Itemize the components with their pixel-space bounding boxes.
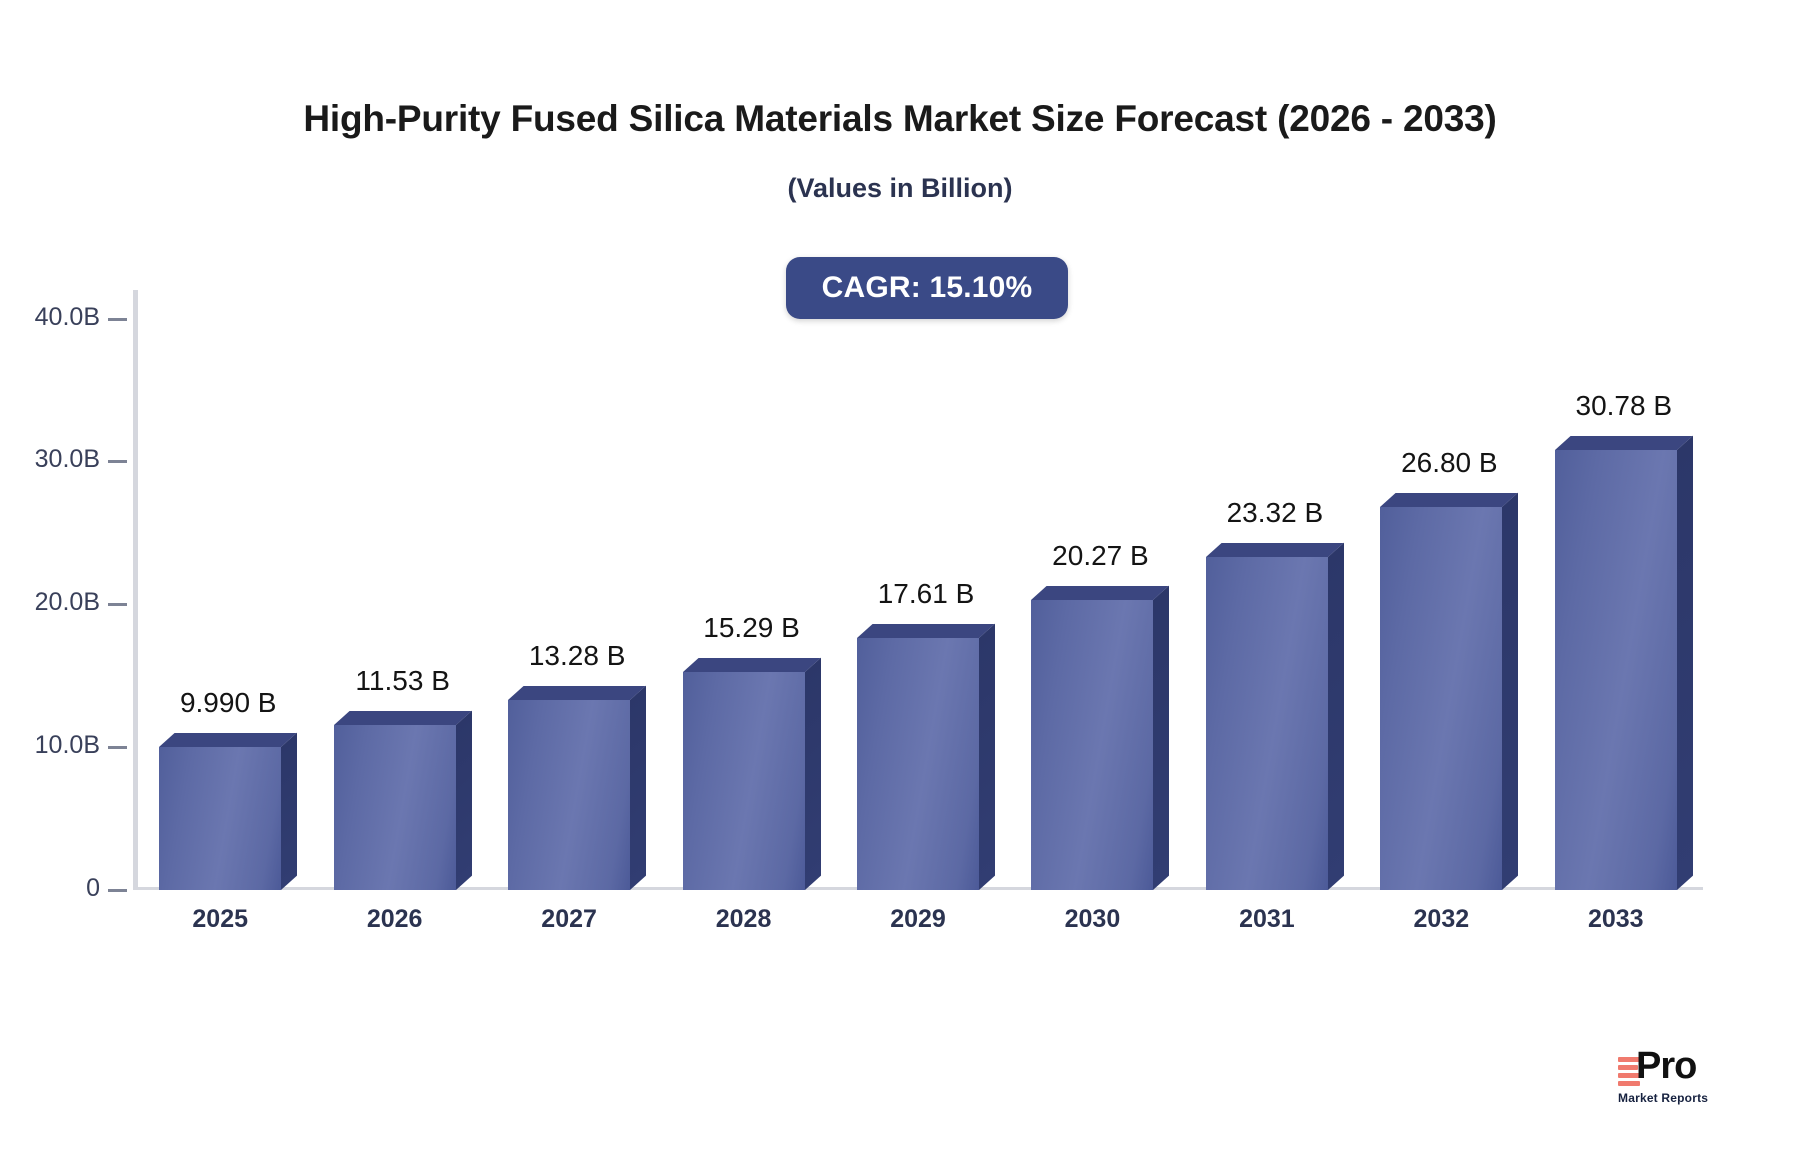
bar[interactable]: [1031, 586, 1170, 890]
bar-value-label: 30.78 B: [1575, 390, 1673, 422]
y-tick-mark: [108, 889, 127, 892]
bar-front-face: [857, 638, 979, 890]
x-tick-label: 2027: [541, 905, 597, 933]
bar-front-face: [682, 671, 805, 890]
bar-top-face: [159, 733, 297, 748]
logo-name: Pro: [1636, 1045, 1697, 1087]
bar[interactable]: [682, 657, 821, 890]
chart-subtitle: (Values in Billion): [787, 173, 1013, 203]
x-tick-label: 2031: [1239, 905, 1295, 933]
bar-front-face: [159, 747, 282, 890]
y-tick-label: 10.0B: [34, 731, 100, 760]
cagr-badge: CAGR: 15.10%: [786, 257, 1068, 319]
bar-value-label: 15.29 B: [703, 611, 800, 643]
bar[interactable]: [1380, 492, 1519, 890]
bar-side-face: [1502, 492, 1519, 890]
x-tick-label: 2030: [1064, 905, 1121, 933]
y-tick-mark: [108, 317, 127, 321]
x-tick-label: 2029: [890, 905, 946, 933]
bar[interactable]: [1554, 435, 1693, 890]
bar-front-face: [1031, 600, 1154, 890]
x-tick-label: 2025: [192, 905, 249, 933]
bar-value-label: 9.990 B: [179, 687, 277, 719]
bar[interactable]: [1205, 542, 1344, 890]
y-tick-label: 0: [86, 874, 100, 902]
y-tick-label: 30.0B: [34, 445, 100, 474]
bar[interactable]: [159, 732, 298, 890]
bar-side-face: [1676, 435, 1693, 890]
y-tick-label: 20.0B: [34, 588, 100, 617]
y-axis-line: [133, 290, 138, 890]
bar-value-label: 26.80 B: [1401, 447, 1498, 479]
bar-side-face: [979, 624, 995, 890]
bar[interactable]: [508, 685, 647, 890]
logo-tagline: Market Reports: [1618, 1091, 1709, 1105]
bar-front-face: [333, 725, 456, 890]
y-tick-mark: [108, 603, 127, 607]
x-tick-label: 2028: [715, 905, 772, 933]
bar-side-face: [281, 732, 298, 890]
bar-side-face: [630, 685, 647, 890]
y-tick-mark: [108, 460, 127, 464]
bar-front-face: [1205, 556, 1328, 890]
bar-front-face: [1380, 507, 1503, 890]
plot-area: [133, 290, 1703, 890]
bar[interactable]: [333, 710, 472, 890]
bar-series: [133, 290, 1703, 890]
logo: Pro Market Reports: [1618, 1045, 1758, 1111]
bar-value-label: 13.28 B: [528, 640, 626, 672]
x-tick-label: 2026: [366, 905, 423, 933]
x-tick-label: 2033: [1587, 905, 1644, 933]
bar-side-face: [1327, 542, 1344, 890]
y-tick-label: 40.0B: [34, 302, 100, 331]
chart-title: High-Purity Fused Silica Materials Marke…: [303, 98, 1497, 139]
bar-value-label: 23.32 B: [1226, 496, 1324, 528]
bar-front-face: [1554, 450, 1677, 890]
bar-side-face: [1153, 586, 1170, 890]
bar-value-label: 20.27 B: [1052, 540, 1149, 572]
bar-side-face: [455, 710, 472, 890]
logo-bars-icon: [1618, 1057, 1644, 1086]
bar-side-face: [804, 657, 821, 890]
bar[interactable]: [857, 624, 995, 890]
x-tick-label: 2032: [1413, 905, 1470, 933]
y-tick-mark: [108, 746, 127, 750]
bar-value-label: 17.61 B: [877, 578, 975, 610]
bar-value-label: 11.53 B: [355, 665, 450, 697]
bar-front-face: [508, 700, 631, 890]
